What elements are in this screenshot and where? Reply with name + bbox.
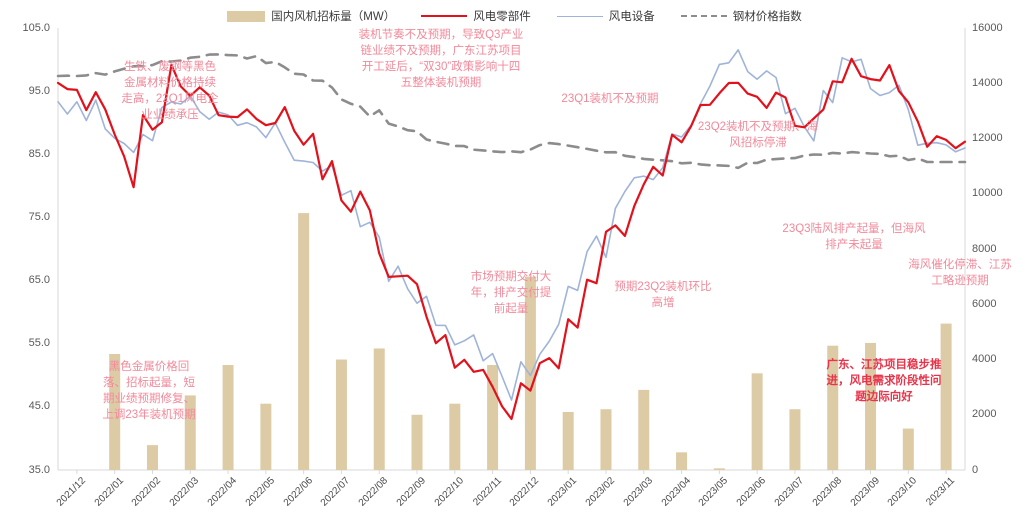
steel-price-dashed-line: [56, 53, 967, 170]
bar-2022/09[interactable]: [411, 414, 423, 470]
bar-2023/03[interactable]: [638, 389, 650, 470]
left-axis-tick: 35.0: [28, 463, 50, 476]
bar-2023/01[interactable]: [562, 411, 574, 470]
bar-2023/09[interactable]: [865, 342, 877, 470]
left-axis-tick: 45.0: [28, 400, 50, 413]
bar-2022/10[interactable]: [449, 403, 461, 470]
annotation-offshore-stall: 海风催化停滞、江苏 工略逊预期: [908, 259, 1012, 287]
annotation-price-decline: 黑色金属价格回 落、招标起量，短 期业绩预期修复、 上调23年装机预期: [102, 361, 196, 421]
bar-2023/11[interactable]: [940, 323, 952, 470]
right-axis-tick: 16000: [972, 21, 1003, 34]
annotation-23q2-growth: 预期23Q2装机环比 高增: [614, 281, 712, 309]
wind-equipment-line: [57, 49, 966, 401]
bar-2023/10[interactable]: [902, 428, 914, 470]
right-axis-tick: 14000: [972, 76, 1003, 89]
bar-2022/05[interactable]: [260, 403, 272, 470]
left-axis-tick: 75.0: [28, 210, 50, 223]
annotation-23q2-miss: 23Q2装机不及预期、海 风招标停滞: [697, 121, 819, 149]
right-axis-tick: 2000: [972, 408, 997, 421]
legend-item-red-line[interactable]: 风电零部件: [421, 8, 531, 24]
annotation-23q1-miss: 23Q1装机不及预期: [561, 93, 659, 105]
legend-item-blue-line[interactable]: 风电设备: [556, 8, 655, 24]
left-axis-tick: 85.0: [28, 147, 50, 160]
bar-swatch-icon: [227, 10, 266, 22]
left-axis-tick: 55.0: [28, 337, 50, 350]
bar-2022/07[interactable]: [335, 359, 347, 471]
right-axis-tick: 12000: [972, 132, 1003, 144]
legend-label-bar: 国内风机招标量（MW）: [271, 11, 396, 23]
dashed-line-swatch-icon: [680, 15, 727, 17]
annotation-23q3-onshore: 23Q3陆风排产起量，但海风 排产未起量: [782, 223, 926, 251]
chart-legend: 国内风机招标量（MW） 风电零部件 风电设备 钢材价格指数: [0, 6, 1029, 26]
right-axis-tick: 8000: [972, 242, 997, 255]
annotation-q3-delay: 装机节奏不及预期，导致Q3产业 链业绩不及预期，广东江苏项目 开工延后，“双30…: [358, 29, 524, 89]
bar-2023/02[interactable]: [600, 409, 612, 470]
bar-2022/02[interactable]: [146, 445, 158, 470]
left-axis-tick: 95.0: [28, 84, 50, 97]
right-axis-tick: 6000: [972, 297, 997, 310]
annotation-raw-material-cost: 生铁、废钢等黑色 金属材料价格持续 走高，22Q1风电企 业业绩承压: [121, 61, 219, 121]
legend-label-red-line: 风电零部件: [473, 11, 531, 23]
annotation-guangdong-jiangsu: 广东、江苏项目稳步推 进，风电需求阶段性问 题边际向好: [826, 359, 942, 403]
bar-2023/08[interactable]: [827, 345, 839, 470]
legend-label-blue-line: 风电设备: [608, 11, 655, 23]
legend-item-bar[interactable]: 国内风机招标量（MW）: [227, 8, 395, 24]
bar-2023/07[interactable]: [789, 409, 801, 470]
bar-2023/06[interactable]: [751, 373, 763, 470]
legend-label-dashed-line: 钢材价格指数: [732, 11, 802, 23]
bar-2022/06[interactable]: [298, 213, 310, 470]
legend-item-dashed-line[interactable]: 钢材价格指数: [680, 8, 802, 24]
bar-2022/08[interactable]: [373, 348, 385, 470]
bar-2022/03[interactable]: [184, 395, 196, 470]
bar-2022/12[interactable]: [524, 276, 536, 470]
right-axis-tick: 4000: [972, 353, 997, 365]
right-axis-tick: 0: [972, 463, 979, 476]
bar-2023/04[interactable]: [676, 452, 688, 470]
annotation-delivery-year: 市场预期交付大 年，排产交付提 前起量: [470, 271, 552, 315]
blue-line-swatch-icon: [556, 15, 603, 17]
right-axis-tick: 10000: [972, 187, 1003, 200]
red-line-swatch-icon: [421, 15, 468, 17]
left-axis-tick: 105.0: [22, 21, 50, 34]
bar-2022/04[interactable]: [222, 365, 234, 470]
bar-2023/05[interactable]: [713, 468, 725, 470]
bar-2022/11[interactable]: [487, 365, 499, 470]
bar-2022/01[interactable]: [109, 353, 121, 470]
wind-components-line: [56, 57, 967, 421]
left-axis-tick: 65.0: [28, 274, 50, 287]
